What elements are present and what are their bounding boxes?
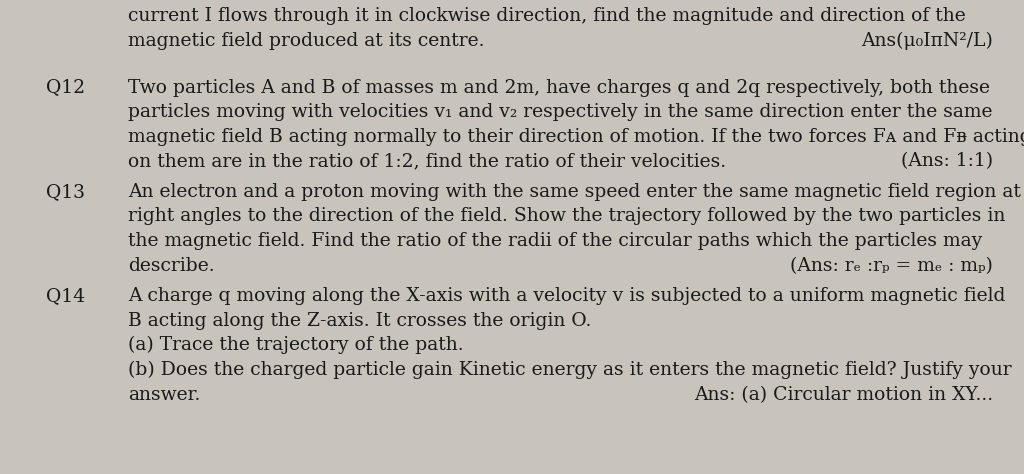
Text: (a) Trace the trajectory of the path.: (a) Trace the trajectory of the path. [128, 336, 464, 354]
Text: An electron and a proton moving with the same speed enter the same magnetic fiel: An electron and a proton moving with the… [128, 183, 1021, 201]
Text: Q13: Q13 [46, 183, 85, 201]
Text: magnetic field produced at its centre.: magnetic field produced at its centre. [128, 32, 484, 50]
Text: right angles to the direction of the field. Show the trajectory followed by the : right angles to the direction of the fie… [128, 208, 1006, 226]
Text: magnetic field B acting normally to their direction of motion. If the two forces: magnetic field B acting normally to thei… [128, 128, 1024, 146]
Text: describe.: describe. [128, 257, 215, 275]
Text: (Ans: 1:1): (Ans: 1:1) [901, 153, 993, 171]
Text: answer.: answer. [128, 385, 201, 403]
Text: Q14: Q14 [46, 287, 85, 305]
Text: (Ans: rₑ :rₚ = mₑ : mₚ): (Ans: rₑ :rₚ = mₑ : mₚ) [791, 257, 993, 275]
Text: the magnetic field. Find the ratio of the radii of the circular paths which the : the magnetic field. Find the ratio of th… [128, 232, 982, 250]
Text: Q12: Q12 [46, 79, 85, 97]
Text: on them are in the ratio of 1:2, find the ratio of their velocities.: on them are in the ratio of 1:2, find th… [128, 153, 726, 171]
Text: Ans(μ₀IπN²/L): Ans(μ₀IπN²/L) [861, 32, 993, 50]
Text: B acting along the Z-axis. It crosses the origin O.: B acting along the Z-axis. It crosses th… [128, 311, 592, 329]
Text: (b) Does the charged particle gain Kinetic energy as it enters the magnetic fiel: (b) Does the charged particle gain Kinet… [128, 361, 1012, 379]
Text: particles moving with velocities v₁ and v₂ respectively in the same direction en: particles moving with velocities v₁ and … [128, 103, 992, 121]
Text: Two particles A and B of masses m and 2m, have charges q and 2q respectively, bo: Two particles A and B of masses m and 2m… [128, 79, 990, 97]
Text: current I flows through it in clockwise direction, find the magnitude and direct: current I flows through it in clockwise … [128, 7, 966, 25]
Text: Ans: (a) Circular motion in XY...: Ans: (a) Circular motion in XY... [694, 385, 993, 403]
Text: A charge q moving along the X-axis with a velocity v is subjected to a uniform m: A charge q moving along the X-axis with … [128, 287, 1006, 305]
